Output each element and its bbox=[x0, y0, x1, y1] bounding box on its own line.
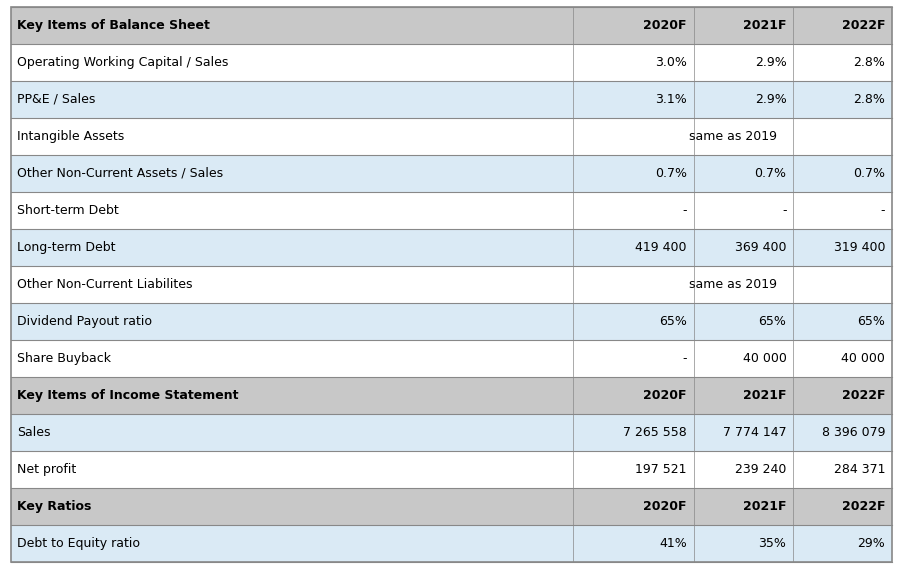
Text: same as 2019: same as 2019 bbox=[688, 278, 776, 291]
Text: 7 774 147: 7 774 147 bbox=[722, 426, 786, 439]
Text: Long-term Debt: Long-term Debt bbox=[17, 241, 115, 254]
Text: PP&E / Sales: PP&E / Sales bbox=[17, 93, 96, 106]
Text: -: - bbox=[781, 204, 786, 217]
Text: 239 240: 239 240 bbox=[734, 463, 786, 476]
Text: Other Non-Current Assets / Sales: Other Non-Current Assets / Sales bbox=[17, 167, 223, 180]
Bar bbox=[11, 303, 891, 340]
Text: 3.1%: 3.1% bbox=[654, 93, 686, 106]
Bar bbox=[11, 229, 891, 266]
Text: 3.0%: 3.0% bbox=[654, 56, 686, 69]
Text: Short-term Debt: Short-term Debt bbox=[17, 204, 119, 217]
Text: 2022F: 2022F bbox=[841, 19, 884, 32]
Text: 8 396 079: 8 396 079 bbox=[821, 426, 884, 439]
Text: Other Non-Current Liabilites: Other Non-Current Liabilites bbox=[17, 278, 192, 291]
Text: Operating Working Capital / Sales: Operating Working Capital / Sales bbox=[17, 56, 228, 69]
Text: 284 371: 284 371 bbox=[833, 463, 884, 476]
Text: Sales: Sales bbox=[17, 426, 51, 439]
Text: 369 400: 369 400 bbox=[734, 241, 786, 254]
Text: -: - bbox=[879, 204, 884, 217]
Text: Net profit: Net profit bbox=[17, 463, 76, 476]
Text: Key Ratios: Key Ratios bbox=[17, 500, 91, 513]
Bar bbox=[11, 44, 891, 81]
Text: Intangible Assets: Intangible Assets bbox=[17, 130, 124, 143]
Text: 2021F: 2021F bbox=[742, 389, 786, 402]
Text: 419 400: 419 400 bbox=[635, 241, 686, 254]
Bar bbox=[11, 118, 891, 155]
Bar bbox=[11, 451, 891, 488]
Bar bbox=[11, 155, 891, 192]
Text: 0.7%: 0.7% bbox=[654, 167, 686, 180]
Bar bbox=[11, 266, 891, 303]
Text: 35%: 35% bbox=[758, 537, 786, 550]
Text: 2021F: 2021F bbox=[742, 500, 786, 513]
Bar bbox=[11, 377, 891, 414]
Text: 2021F: 2021F bbox=[742, 19, 786, 32]
Text: -: - bbox=[682, 204, 686, 217]
Text: 40 000: 40 000 bbox=[741, 352, 786, 365]
Text: 29%: 29% bbox=[856, 537, 884, 550]
Text: Share Buyback: Share Buyback bbox=[17, 352, 111, 365]
Text: 65%: 65% bbox=[758, 315, 786, 328]
Bar bbox=[11, 488, 891, 525]
Text: Dividend Payout ratio: Dividend Payout ratio bbox=[17, 315, 152, 328]
Bar bbox=[11, 340, 891, 377]
Text: 65%: 65% bbox=[856, 315, 884, 328]
Text: 2022F: 2022F bbox=[841, 500, 884, 513]
Text: 319 400: 319 400 bbox=[833, 241, 884, 254]
Bar bbox=[11, 414, 891, 451]
Text: 2020F: 2020F bbox=[642, 389, 686, 402]
Bar bbox=[11, 81, 891, 118]
Text: 0.7%: 0.7% bbox=[753, 167, 786, 180]
Text: 2020F: 2020F bbox=[642, 19, 686, 32]
Bar bbox=[11, 525, 891, 562]
Text: -: - bbox=[682, 352, 686, 365]
Text: 2.8%: 2.8% bbox=[852, 93, 884, 106]
Text: 40 000: 40 000 bbox=[841, 352, 884, 365]
Text: 41%: 41% bbox=[658, 537, 686, 550]
Text: 65%: 65% bbox=[658, 315, 686, 328]
Text: 7 265 558: 7 265 558 bbox=[622, 426, 686, 439]
Bar bbox=[11, 7, 891, 44]
Text: Key Items of Income Statement: Key Items of Income Statement bbox=[17, 389, 238, 402]
Text: 2020F: 2020F bbox=[642, 500, 686, 513]
Text: 197 521: 197 521 bbox=[635, 463, 686, 476]
Text: 2.9%: 2.9% bbox=[754, 93, 786, 106]
Text: Debt to Equity ratio: Debt to Equity ratio bbox=[17, 537, 140, 550]
Text: same as 2019: same as 2019 bbox=[688, 130, 776, 143]
Text: 2022F: 2022F bbox=[841, 389, 884, 402]
Text: 2.8%: 2.8% bbox=[852, 56, 884, 69]
Text: 2.9%: 2.9% bbox=[754, 56, 786, 69]
Text: 0.7%: 0.7% bbox=[852, 167, 884, 180]
Bar bbox=[11, 192, 891, 229]
Text: Key Items of Balance Sheet: Key Items of Balance Sheet bbox=[17, 19, 209, 32]
